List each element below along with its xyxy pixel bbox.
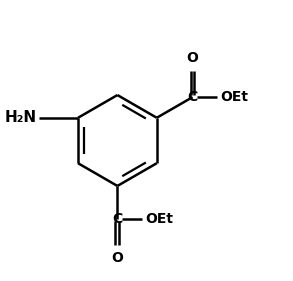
Text: C: C — [188, 90, 198, 104]
Text: OEt: OEt — [220, 90, 248, 104]
Text: O: O — [111, 251, 123, 265]
Text: OEt: OEt — [145, 212, 173, 226]
Text: H₂N: H₂N — [5, 110, 37, 125]
Text: C: C — [112, 212, 122, 226]
Text: O: O — [187, 51, 198, 65]
